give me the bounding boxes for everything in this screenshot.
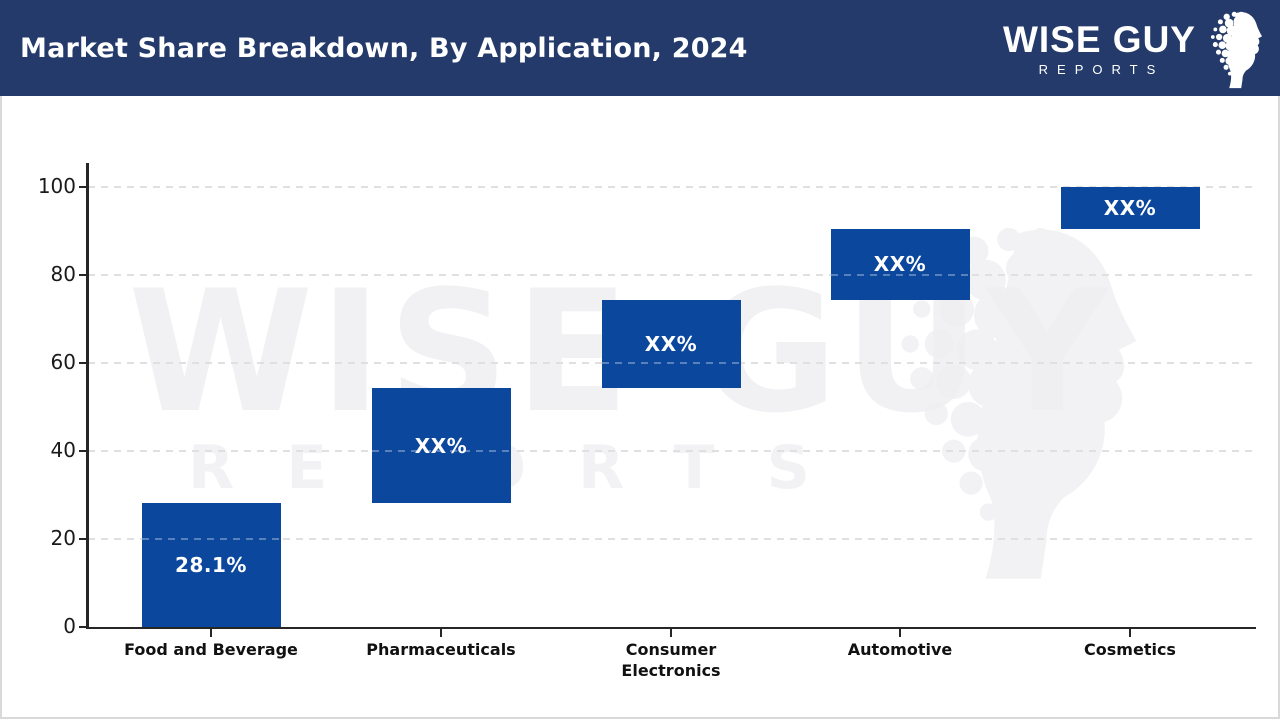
x-category-label: Pharmaceuticals [366,640,516,659]
y-tick-label: 60 [50,350,76,374]
x-category-label: Automotive [847,640,953,659]
bar-consumer-electronics: XX% [601,299,741,389]
y-axis [86,163,89,629]
bar-pharmaceuticals: XX% [371,388,511,504]
x-tick [1129,629,1131,637]
gridline [88,274,1253,276]
y-tick-label: 40 [50,438,76,462]
y-tick [79,626,87,628]
x-tick [670,629,672,637]
gridline [88,186,1253,188]
y-tick [79,450,87,452]
y-tick-label: 0 [63,614,76,638]
x-category-label: Consumer Electronics [621,640,721,680]
y-tick [79,186,87,188]
brand-logo-text: WISE GUY REPORTS [1002,18,1196,78]
brand-name: WISE GUY [1002,18,1196,60]
bar-value-label: XX% [1103,196,1157,221]
page-title: Market Share Breakdown, By Application, … [20,32,748,64]
y-tick [79,274,87,276]
bar-cosmetics: XX% [1060,187,1200,230]
x-category-label: Food and Beverage [124,640,298,659]
gridline-overlay [141,537,281,540]
gridline-overlay [371,449,511,452]
header-bar: Market Share Breakdown, By Application, … [0,0,1280,96]
brand-head-icon [1210,11,1263,89]
y-tick [79,362,87,364]
x-axis [86,626,1256,629]
gridline [88,538,1253,540]
gridline [88,450,1253,452]
gridline-overlay [601,361,741,364]
y-tick [79,538,87,540]
bar-value-label: XX% [873,252,927,277]
x-tick [440,629,442,637]
bar-value-label: 28.1% [175,553,247,578]
bar-value-label: XX% [414,433,468,458]
bar-automotive: XX% [830,229,970,300]
x-tick [899,629,901,637]
gridline-overlay [830,273,970,276]
y-tick-label: 20 [50,526,76,550]
brand-subtitle: REPORTS [1038,62,1165,78]
x-category-label: Cosmetics [1084,640,1176,659]
bar-food-and-beverage: 28.1% [141,503,281,627]
y-tick-label: 100 [37,174,76,198]
y-tick-label: 80 [50,262,76,286]
x-tick [210,629,212,637]
brand-logo: WISE GUY REPORTS [1003,8,1266,90]
bar-value-label: XX% [644,331,698,356]
